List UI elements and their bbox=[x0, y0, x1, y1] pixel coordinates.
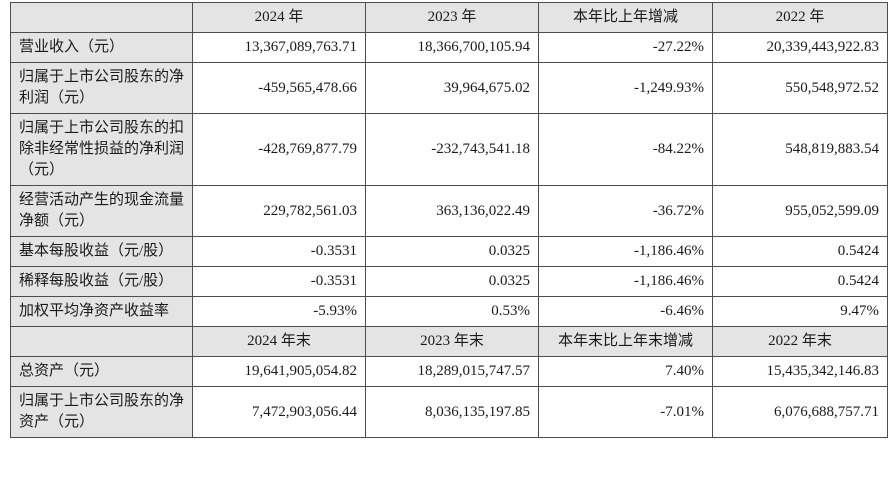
table-row: 加权平均净资产收益率 -5.93% 0.53% -6.46% 9.47% bbox=[10, 296, 888, 327]
row-label: 归属于上市公司股东的扣除非经常性损益的净利润（元） bbox=[10, 113, 193, 186]
period-header-cell: 2022 年 bbox=[712, 2, 888, 33]
table-row: 归属于上市公司股东的净资产（元） 7,472,903,056.44 8,036,13… bbox=[10, 386, 888, 438]
row-label: 经营活动产生的现金流量净额（元） bbox=[10, 185, 193, 237]
table-row: 归属于上市公司股东的扣除非经常性损益的净利润（元） -428,769,877.79… bbox=[10, 113, 888, 186]
row-label: 营业收入（元） bbox=[10, 32, 193, 63]
value-cell: 20,339,443,922.83 bbox=[712, 32, 888, 63]
period-header-cell: 2023 年末 bbox=[365, 326, 539, 357]
value-cell: 18,289,015,747.57 bbox=[365, 356, 539, 387]
value-cell: -7.01% bbox=[538, 386, 713, 438]
period-header-row: 2024 年 2023 年本年比上年增减 2022 年 bbox=[10, 2, 888, 33]
value-cell: 363,136,022.49 bbox=[365, 185, 539, 237]
value-cell: 7,472,903,056.44 bbox=[192, 386, 366, 438]
value-cell: 0.53% bbox=[365, 296, 539, 327]
value-cell: 39,964,675.02 bbox=[365, 62, 539, 114]
period-header-cell: 2024 年末 bbox=[192, 326, 366, 357]
value-cell: -84.22% bbox=[538, 113, 713, 186]
value-cell: 15,435,342,146.83 bbox=[712, 356, 888, 387]
table-row: 营业收入（元） 13,367,089,763.71 18,366,700,105.9… bbox=[10, 32, 888, 63]
period-header-cell: 2024 年 bbox=[192, 2, 366, 33]
table-row: 总资产（元） 19,641,905,054.82 18,289,015,747.57… bbox=[10, 356, 888, 387]
value-cell: 7.40% bbox=[538, 356, 713, 387]
value-cell: -1,186.46% bbox=[538, 236, 713, 267]
header-empty-cell bbox=[10, 326, 193, 357]
financial-table-body: 2024 年 2023 年本年比上年增减 2022 年营业收入（元） 13,367,0… bbox=[10, 2, 888, 438]
value-cell: -1,186.46% bbox=[538, 266, 713, 297]
table-row: 稀释每股收益（元/股） -0.3531 0.0325 -1,186.46% 0.5424 bbox=[10, 266, 888, 297]
value-cell: 0.0325 bbox=[365, 266, 539, 297]
value-cell: -36.72% bbox=[538, 185, 713, 237]
period-header-cell: 2022 年末 bbox=[712, 326, 888, 357]
period-header-cell: 本年比上年增减 bbox=[538, 2, 713, 33]
row-label: 归属于上市公司股东的净资产（元） bbox=[10, 386, 193, 438]
value-cell: -428,769,877.79 bbox=[192, 113, 366, 186]
value-cell: -1,249.93% bbox=[538, 62, 713, 114]
value-cell: 0.0325 bbox=[365, 236, 539, 267]
value-cell: 229,782,561.03 bbox=[192, 185, 366, 237]
period-header-cell: 本年末比上年末增减 bbox=[538, 326, 713, 357]
value-cell: -459,565,478.66 bbox=[192, 62, 366, 114]
value-cell: -0.3531 bbox=[192, 266, 366, 297]
table-row: 归属于上市公司股东的净利润（元） -459,565,478.66 39,964,67… bbox=[10, 62, 888, 114]
header-empty-cell bbox=[10, 2, 193, 33]
value-cell: -0.3531 bbox=[192, 236, 366, 267]
row-label: 稀释每股收益（元/股） bbox=[10, 266, 193, 297]
value-cell: -5.93% bbox=[192, 296, 366, 327]
value-cell: 9.47% bbox=[712, 296, 888, 327]
value-cell: 18,366,700,105.94 bbox=[365, 32, 539, 63]
period-header-row: 2024 年末 2023 年末 本年末比上年末增减 2022 年末 bbox=[10, 326, 888, 357]
value-cell: 548,819,883.54 bbox=[712, 113, 888, 186]
value-cell: 19,641,905,054.82 bbox=[192, 356, 366, 387]
value-cell: 13,367,089,763.71 bbox=[192, 32, 366, 63]
value-cell: -232,743,541.18 bbox=[365, 113, 539, 186]
table-row: 基本每股收益（元/股） -0.3531 0.0325 -1,186.46% 0.5424 bbox=[10, 236, 888, 267]
period-header-cell: 2023 年 bbox=[365, 2, 539, 33]
row-label: 归属于上市公司股东的净利润（元） bbox=[10, 62, 193, 114]
value-cell: 955,052,599.09 bbox=[712, 185, 888, 237]
value-cell: 0.5424 bbox=[712, 266, 888, 297]
value-cell: 8,036,135,197.85 bbox=[365, 386, 539, 438]
value-cell: 6,076,688,757.71 bbox=[712, 386, 888, 438]
row-label: 加权平均净资产收益率 bbox=[10, 296, 193, 327]
financial-summary-table: 2024 年 2023 年本年比上年增减 2022 年营业收入（元） 13,367,0… bbox=[10, 2, 888, 438]
value-cell: 0.5424 bbox=[712, 236, 888, 267]
row-label: 总资产（元） bbox=[10, 356, 193, 387]
value-cell: -27.22% bbox=[538, 32, 713, 63]
value-cell: -6.46% bbox=[538, 296, 713, 327]
row-label: 基本每股收益（元/股） bbox=[10, 236, 193, 267]
table-row: 经营活动产生的现金流量净额（元） 229,782,561.03 363,136,02… bbox=[10, 185, 888, 237]
value-cell: 550,548,972.52 bbox=[712, 62, 888, 114]
